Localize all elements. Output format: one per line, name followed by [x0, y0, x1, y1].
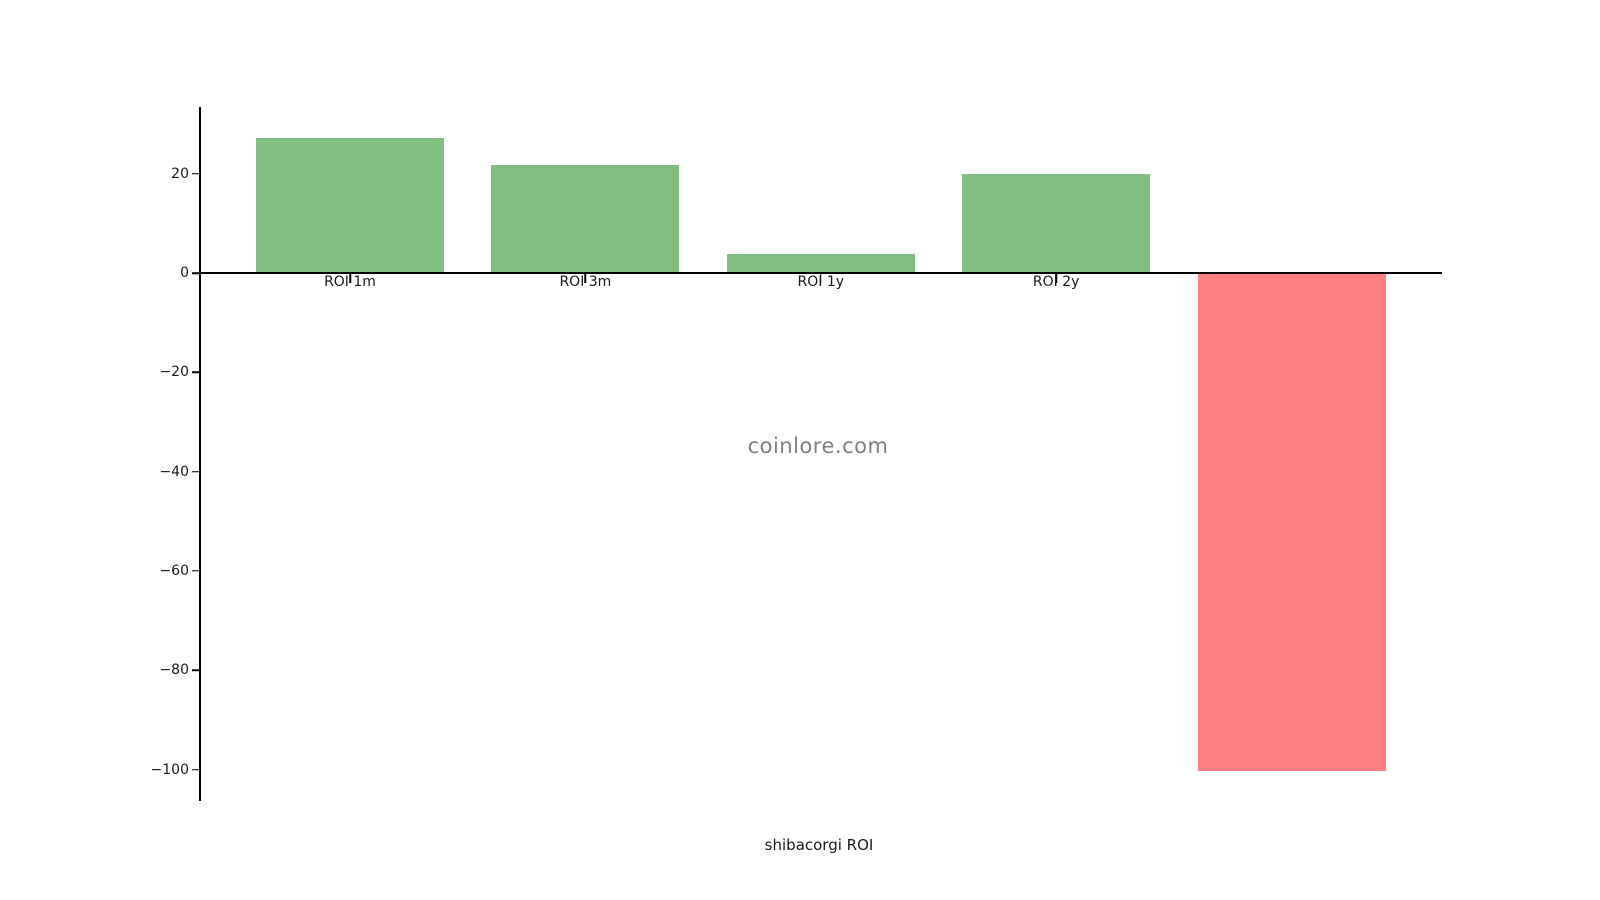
- y-tick-label: 20: [171, 165, 189, 182]
- bar-roi-1m: [256, 137, 444, 273]
- y-tick-label: −80: [159, 662, 189, 679]
- bar-roi-2y: [962, 173, 1151, 273]
- x-tick-label: ROI 2y: [1032, 274, 1080, 290]
- y-tick-label: −60: [159, 562, 189, 579]
- y-tick-mark: [192, 272, 200, 274]
- y-tick-label: −20: [159, 364, 189, 381]
- y-tick-mark: [192, 570, 200, 572]
- bar-roi-1y: [726, 254, 915, 273]
- x-axis-title: shibacorgi ROI: [764, 836, 874, 854]
- x-tick-label: ROI 3m: [559, 274, 612, 290]
- y-tick-mark: [192, 371, 200, 374]
- y-tick-label: −40: [159, 463, 189, 480]
- y-tick-mark: [192, 470, 200, 473]
- x-tick-mark: [820, 274, 822, 283]
- y-axis-spine: [199, 107, 201, 801]
- y-tick-mark: [192, 669, 200, 671]
- x-axis-line: [200, 272, 1442, 274]
- y-tick-label: 0: [180, 265, 189, 281]
- bar-roi-3m: [491, 164, 680, 273]
- y-tick-mark: [192, 768, 200, 771]
- y-tick-label: −100: [150, 761, 189, 778]
- x-tick-label: ROI 1y: [797, 274, 845, 290]
- bar-negative: [1197, 274, 1386, 771]
- x-tick-mark: [1055, 274, 1057, 283]
- y-tick-mark: [192, 172, 200, 175]
- x-tick-mark: [349, 274, 351, 283]
- watermark: coinlore.com: [747, 434, 889, 458]
- x-tick-label: ROI 1m: [324, 274, 376, 290]
- x-tick-mark: [584, 274, 587, 283]
